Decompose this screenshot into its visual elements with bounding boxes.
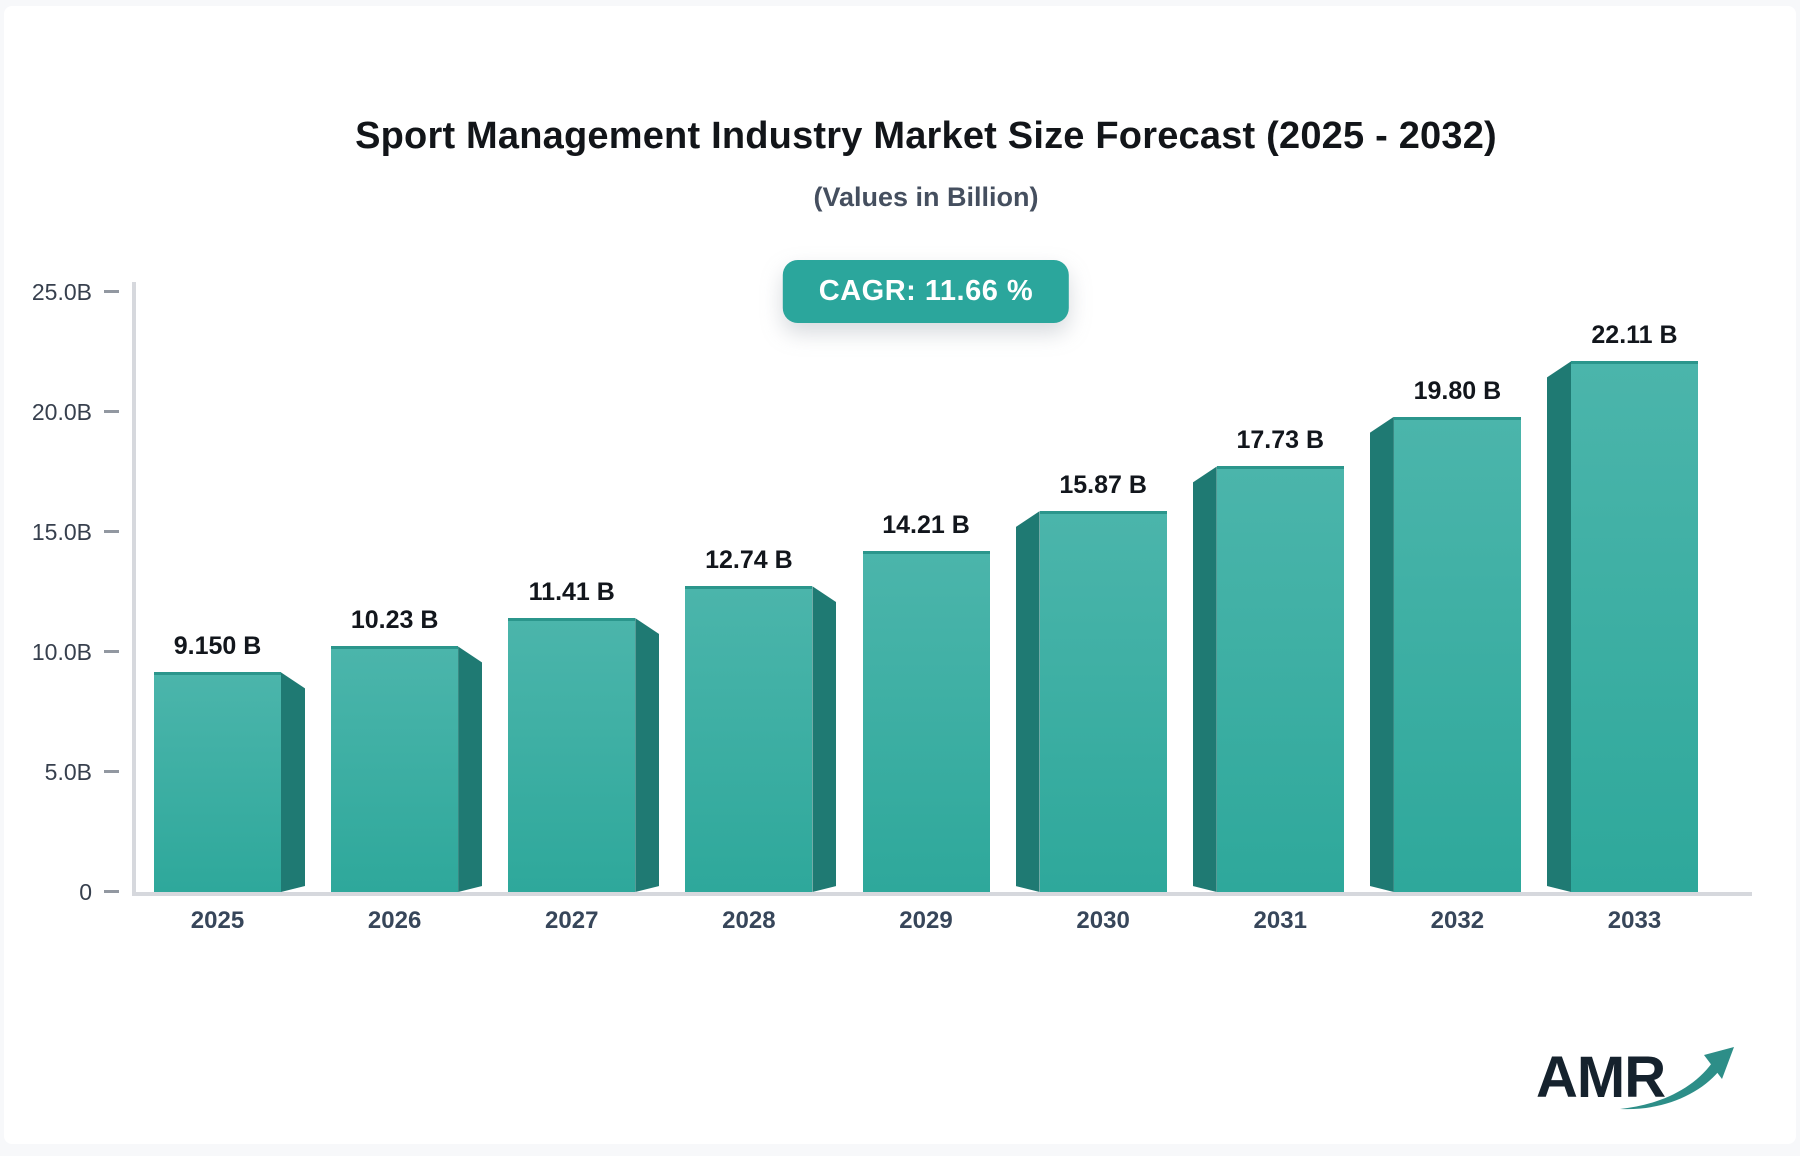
bar-value-label: 11.41 B	[528, 578, 615, 607]
bar-value-label: 14.21 B	[882, 510, 970, 539]
y-axis-tick-mark	[104, 650, 119, 653]
x-axis-tick-label: 2027	[545, 907, 599, 934]
bar-value-label: 15.87 B	[1059, 471, 1147, 500]
bar-value-label: 19.80 B	[1413, 376, 1502, 405]
y-axis-tick-label: 20.0B	[31, 399, 92, 425]
bar-2025	[154, 672, 281, 892]
bar-3d-side	[281, 672, 305, 892]
x-axis-tick-label: 2030	[1076, 907, 1130, 934]
y-axis-tick-label: 15.0B	[31, 519, 92, 545]
chart-subtitle: (Values in Billion)	[813, 182, 1039, 212]
bar-value-label: 9.150 B	[173, 632, 262, 661]
bar-3d-side	[812, 586, 836, 892]
bar-2028	[685, 586, 813, 892]
x-axis-tick-label: 2029	[899, 907, 953, 934]
amr-logo: AMR	[1536, 1038, 1734, 1133]
y-axis-tick-mark	[104, 890, 119, 893]
x-axis-line	[132, 892, 1752, 896]
bar-value-label: 12.74 B	[705, 546, 793, 575]
bar-2033	[1571, 361, 1698, 892]
amr-logo-arrow-icon	[1620, 1047, 1734, 1110]
bar-2031	[1216, 466, 1344, 892]
bar-value-label: 22.11 B	[1591, 321, 1678, 350]
bar-chart: 25.0B 20.0B 15.0B 10.0B 5.0B 0 9.150 B 2025 10.2…	[4, 6, 1796, 1144]
y-axis-tick-label: 5.0B	[44, 759, 92, 785]
x-axis-tick-label: 2026	[367, 907, 422, 934]
x-axis-tick-label: 2033	[1607, 907, 1662, 934]
bar-3d-side	[1193, 466, 1217, 892]
bar-3d-side	[1370, 417, 1394, 892]
y-axis-line	[132, 282, 136, 892]
amr-logo-text: AMR	[1536, 1045, 1666, 1110]
chart-card: Sport Management Industry Market Size Fo…	[4, 6, 1796, 1144]
chart-title: Sport Management Industry Market Size Fo…	[355, 115, 1497, 157]
bar-2029	[862, 550, 990, 892]
y-axis-tick-label: 25.0B	[31, 279, 92, 305]
bar-2026	[331, 646, 459, 892]
x-axis-tick-label: 2025	[190, 907, 245, 934]
y-axis-tick-mark	[104, 530, 119, 533]
bar-value-label: 10.23 B	[350, 606, 439, 635]
y-axis-tick-mark	[104, 410, 119, 413]
cagr-badge: CAGR: 11.66 %	[782, 260, 1070, 323]
bar-3d-side	[1547, 361, 1571, 892]
y-axis-tick-label: 10.0B	[31, 639, 92, 665]
x-axis-tick-label: 2028	[722, 907, 776, 934]
bar-2032	[1393, 416, 1521, 892]
bar-2027	[508, 618, 636, 892]
bar-3d-side	[1016, 511, 1040, 892]
y-axis-tick-mark	[104, 770, 119, 773]
y-axis-tick-mark	[104, 290, 119, 293]
x-axis-tick-label: 2031	[1253, 907, 1307, 934]
y-axis-tick-label: 0	[79, 879, 92, 905]
bar-2030	[1039, 511, 1167, 892]
bar-3d-side	[635, 618, 659, 892]
x-axis-tick-label: 2032	[1430, 907, 1485, 934]
bar-3d-side	[458, 646, 482, 892]
bar-value-label: 17.73 B	[1236, 426, 1325, 455]
